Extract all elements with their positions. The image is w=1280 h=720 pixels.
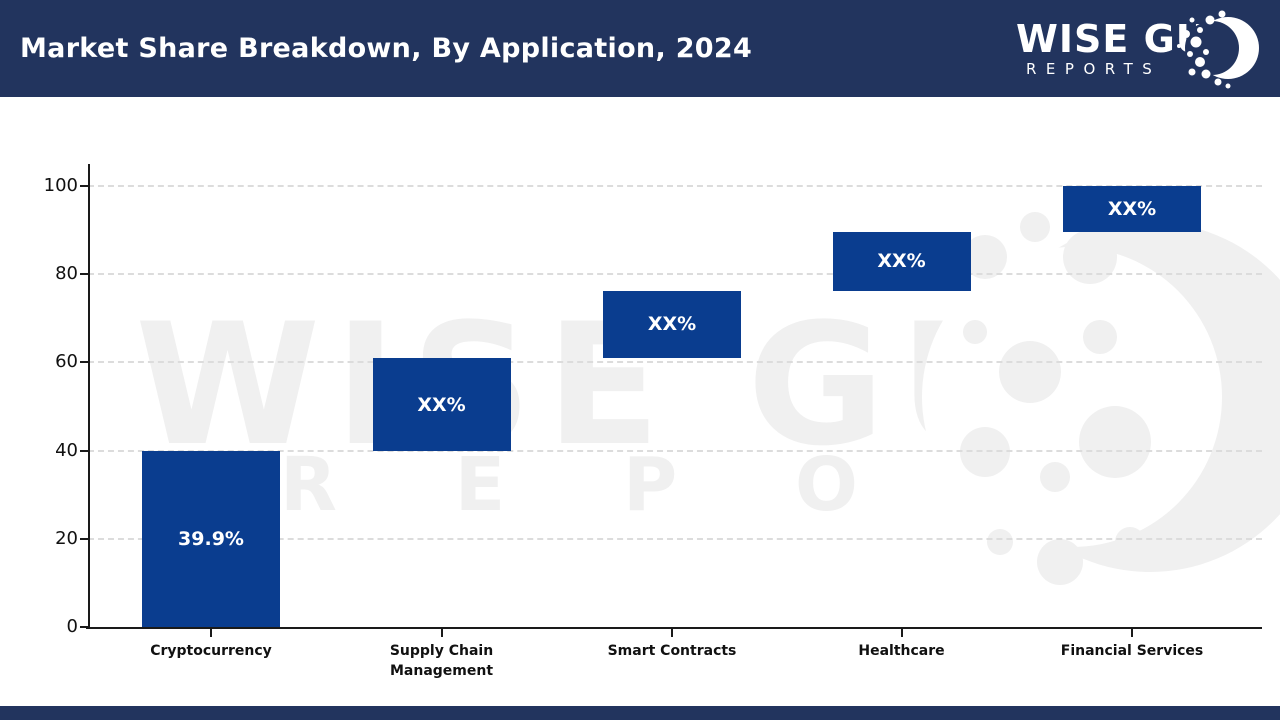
x-category-label: Financial Services	[1060, 643, 1204, 659]
gridline-40	[88, 449, 1262, 452]
x-tick-4	[1131, 629, 1133, 637]
y-tick-label-0: 0	[66, 616, 78, 637]
x-category-label: Smart Contracts	[607, 643, 737, 659]
y-tick-20	[80, 537, 88, 540]
y-tick-label-100: 100	[43, 175, 78, 196]
bar-value-label: XX%	[1107, 197, 1157, 220]
gridline-60	[88, 361, 1262, 364]
gridline-80	[88, 273, 1262, 276]
page-title: Market Share Breakdown, By Application, …	[20, 33, 753, 64]
y-tick-label-40: 40	[55, 439, 78, 461]
x-tick-2	[671, 629, 673, 637]
y-axis	[88, 164, 90, 629]
y-tick-60	[80, 361, 88, 364]
brand-logo: WISE GUY REPORTS	[1014, 8, 1262, 90]
gridline-20	[88, 537, 1262, 540]
y-tick-80	[80, 273, 88, 276]
y-tick-label-80: 80	[55, 263, 78, 285]
bar-3: XX%	[832, 231, 971, 291]
x-tick-3	[900, 629, 903, 637]
x-category-label: Supply Chain Management	[389, 643, 494, 679]
y-tick-100	[80, 185, 88, 187]
bar-value-label: 39.9%	[178, 528, 244, 550]
y-tick-label-60: 60	[55, 351, 78, 373]
bar-2: XX%	[603, 290, 741, 358]
y-tick-0	[80, 626, 88, 628]
wise-guy-logo-icon: WISE GUY REPORTS	[1016, 10, 1259, 88]
watermark-head-icon	[922, 212, 1280, 585]
x-tick-0	[210, 629, 212, 637]
market-share-chart: WISE GUY R E P O R T S 02040608010039.9%…	[0, 97, 1280, 706]
bar-value-label: XX%	[647, 313, 697, 336]
dotted-head-icon	[1177, 10, 1259, 88]
bar-0: 39.9%	[142, 451, 280, 627]
header-bar: Market Share Breakdown, By Application, …	[0, 0, 1280, 97]
x-tick-1	[440, 629, 443, 637]
bar-value-label: XX%	[417, 393, 466, 416]
footer-bar	[0, 706, 1280, 720]
x-axis	[86, 627, 1262, 629]
x-category-label: Cryptocurrency	[150, 643, 272, 659]
svg-text:REPORTS: REPORTS	[1026, 60, 1161, 78]
x-category-label: Healthcare	[858, 643, 945, 659]
y-tick-40	[80, 449, 88, 452]
bar-value-label: XX%	[877, 250, 926, 273]
y-tick-label-20: 20	[55, 527, 78, 549]
bar-4: XX%	[1063, 186, 1201, 232]
bar-1: XX%	[372, 357, 511, 452]
gridline-100	[88, 185, 1262, 187]
